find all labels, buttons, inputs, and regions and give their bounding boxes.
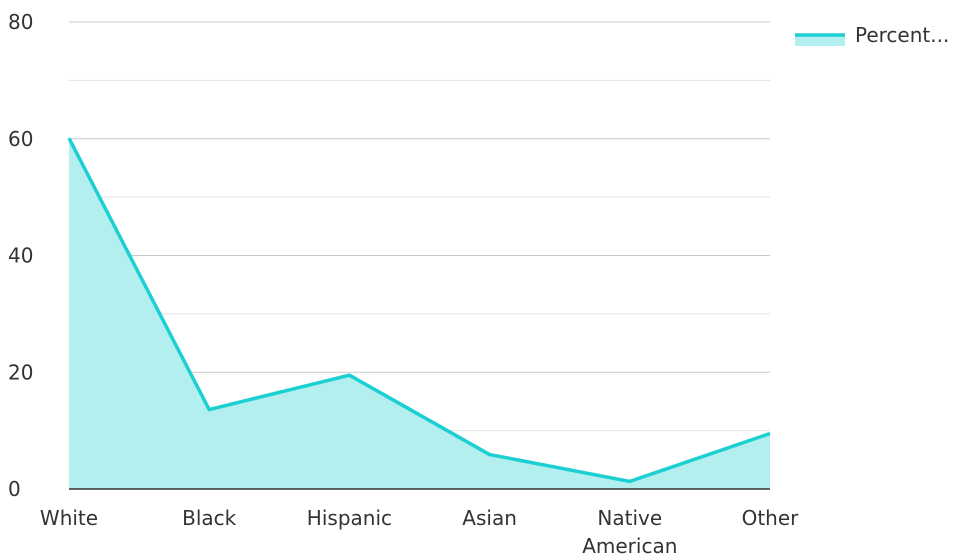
- y-tick-label: 20: [8, 360, 33, 384]
- x-tick-label: Native American: [582, 506, 677, 558]
- x-tick-label: Other: [742, 506, 800, 530]
- legend: Percent...: [795, 23, 949, 47]
- x-tick-label: Hispanic: [307, 506, 392, 530]
- y-axis: 0 20 40 60 80: [8, 10, 33, 501]
- x-tick-label: White: [40, 506, 98, 530]
- x-tick-label: Black: [182, 506, 237, 530]
- y-tick-label: 80: [8, 10, 33, 34]
- y-tick-label: 0: [8, 477, 21, 501]
- x-axis: White Black Hispanic Asian Native American Oth…: [40, 489, 799, 558]
- legend-label: Percent...: [855, 23, 949, 47]
- x-tick-label: Asian: [462, 506, 517, 530]
- y-tick-label: 60: [8, 127, 33, 151]
- y-tick-label: 40: [8, 244, 33, 268]
